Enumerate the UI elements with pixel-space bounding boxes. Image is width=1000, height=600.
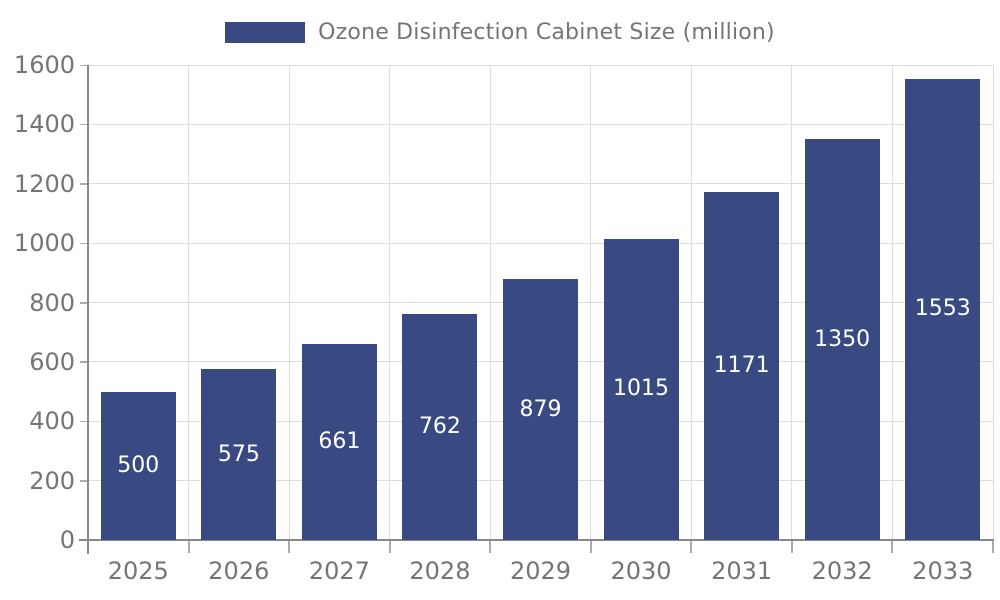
h-gridline-1000	[88, 242, 993, 244]
y-axis-tick-1600	[80, 64, 88, 66]
bar-value-label-2033: 1553	[914, 296, 971, 322]
x-tick-label-2031: 2031	[711, 557, 773, 585]
y-tick-label-1200: 1200	[13, 169, 75, 198]
y-axis-tick-1200	[80, 183, 88, 185]
x-axis-tick-4	[489, 540, 492, 553]
x-tick-label-2030: 2030	[610, 557, 672, 585]
y-axis-tick-1000	[80, 242, 88, 245]
v-gridline-1	[188, 65, 190, 540]
bar-2029	[503, 279, 578, 540]
v-gridline-9	[992, 65, 994, 540]
x-tick-label-2027: 2027	[308, 557, 370, 585]
x-tick-label-2026: 2026	[208, 557, 270, 585]
x-axis-tick-8	[891, 540, 894, 553]
y-axis-tick-400	[80, 420, 88, 423]
x-tick-label-2033: 2033	[912, 557, 974, 585]
bar-value-label-2029: 879	[519, 396, 562, 422]
y-tick-label-600: 600	[29, 347, 75, 376]
v-gridline-6	[690, 65, 692, 540]
y-axis-line	[87, 65, 89, 554]
bar-value-label-2025: 500	[117, 452, 160, 478]
y-tick-label-400: 400	[29, 407, 75, 436]
bar-value-label-2027: 661	[318, 428, 361, 454]
y-axis-tick-600	[80, 361, 88, 363]
y-tick-label-800: 800	[29, 288, 75, 317]
v-gridline-7	[791, 65, 793, 540]
bar-2027	[301, 343, 377, 540]
x-axis-line	[79, 539, 994, 541]
x-tick-label-2028: 2028	[409, 557, 471, 585]
y-tick-label-1400: 1400	[13, 110, 75, 139]
bar-value-label-2032: 1350	[814, 326, 871, 352]
legend-label[interactable]: Ozone Disinfection Cabinet Size (million…	[318, 20, 775, 45]
bar-value-label-2028: 762	[418, 413, 461, 439]
v-gridline-2	[288, 65, 290, 540]
bar-value-label-2030: 1015	[613, 376, 670, 402]
x-axis-tick-6	[690, 540, 693, 553]
v-gridline-8	[891, 65, 893, 540]
h-gridline-1600	[88, 64, 993, 66]
x-tick-label-2032: 2032	[811, 557, 873, 585]
bar-2030	[603, 238, 679, 540]
v-gridline-5	[590, 65, 592, 540]
bar-2031	[704, 192, 780, 540]
y-tick-label-200: 200	[29, 466, 75, 495]
h-gridline-1400	[88, 123, 993, 125]
y-axis-tick-200	[80, 480, 88, 482]
v-gridline-3	[389, 65, 391, 540]
bar-2025	[100, 391, 176, 540]
y-axis-tick-800	[80, 302, 88, 304]
legend-swatch[interactable]	[225, 22, 306, 43]
y-tick-label-1600: 1600	[13, 51, 75, 79]
x-axis-tick-1	[187, 540, 190, 553]
x-axis-tick-9	[992, 540, 994, 553]
h-gridline-1200	[88, 183, 993, 185]
v-gridline-4	[489, 65, 491, 540]
x-axis-tick-3	[388, 540, 391, 553]
bar-2028	[402, 313, 478, 540]
y-tick-label-1000: 1000	[13, 229, 75, 258]
x-tick-label-2029: 2029	[509, 557, 572, 585]
bar-2033	[905, 78, 981, 540]
bar-2026	[201, 369, 277, 540]
x-tick-label-2025: 2025	[107, 557, 169, 585]
x-axis-tick-7	[790, 540, 793, 553]
bar-2032	[804, 139, 880, 540]
legend[interactable]: Ozone Disinfection Cabinet Size (million…	[0, 20, 1000, 45]
bar-value-label-2031: 1171	[713, 353, 770, 379]
bar-value-label-2026: 575	[217, 441, 260, 467]
x-axis-tick-2	[288, 540, 291, 553]
y-tick-label-0: 0	[59, 526, 75, 554]
x-axis-tick-5	[589, 540, 592, 553]
y-axis-tick-1400	[80, 123, 88, 126]
